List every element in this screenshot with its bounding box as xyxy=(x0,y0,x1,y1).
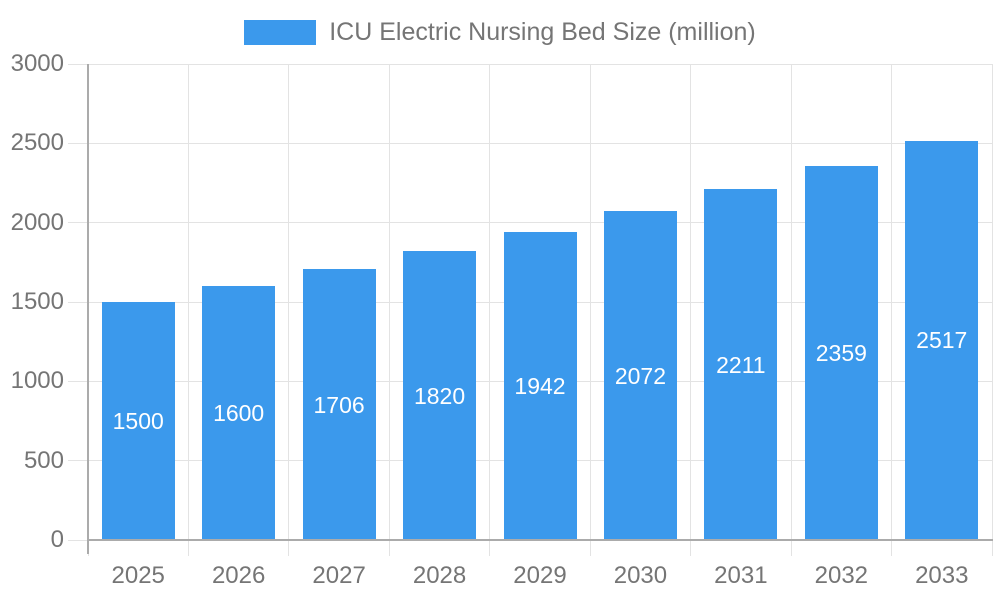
x-tick-label: 2026 xyxy=(211,562,266,589)
h-gridline xyxy=(88,63,992,65)
h-gridline xyxy=(88,222,992,224)
bar-value-label: 2517 xyxy=(916,327,968,354)
x-tick-label: 2032 xyxy=(814,562,869,589)
x-axis-line xyxy=(86,539,993,541)
y-axis-tick xyxy=(68,539,88,541)
bar-2029[interactable] xyxy=(503,231,577,540)
x-tick-label: 2030 xyxy=(613,562,668,589)
legend[interactable]: ICU Electric Nursing Bed Size (million) xyxy=(0,19,1000,46)
legend-swatch xyxy=(244,20,317,45)
bar-value-label: 2072 xyxy=(614,362,667,389)
x-tick-label: 2027 xyxy=(312,562,366,589)
bar-2030[interactable] xyxy=(603,211,677,540)
x-axis-tick xyxy=(690,540,692,556)
x-axis-tick xyxy=(388,540,390,556)
v-gridline xyxy=(991,64,993,540)
y-tick-label: 2500 xyxy=(10,129,64,157)
bar-2032[interactable] xyxy=(804,165,878,540)
h-gridline xyxy=(88,142,992,144)
bar-2027[interactable] xyxy=(302,269,376,540)
y-axis-tick xyxy=(68,380,88,382)
bar-value-label: 1706 xyxy=(313,391,365,418)
y-tick-label: 1500 xyxy=(10,288,64,315)
bar-2033[interactable] xyxy=(905,140,979,540)
bar-2025[interactable] xyxy=(101,302,175,540)
x-axis-tick xyxy=(891,540,893,556)
x-tick-label: 2029 xyxy=(513,562,567,589)
y-tick-label: 3000 xyxy=(10,50,64,77)
y-axis-tick xyxy=(68,63,88,65)
bar-2026[interactable] xyxy=(202,286,276,540)
x-axis-tick xyxy=(288,540,290,556)
bar-value-label: 1500 xyxy=(112,408,164,434)
x-axis-tick xyxy=(187,540,189,556)
x-axis-tick xyxy=(790,540,792,556)
y-axis-tick xyxy=(68,222,88,224)
x-axis-tick xyxy=(991,540,993,556)
x-tick-label: 2025 xyxy=(111,562,165,589)
x-tick-label: 2031 xyxy=(714,562,768,589)
bar-2031[interactable] xyxy=(704,189,778,540)
bar-value-label: 1820 xyxy=(413,382,466,409)
bar-value-label: 1600 xyxy=(213,400,265,427)
x-tick-label: 2028 xyxy=(412,562,467,589)
x-axis-tick xyxy=(589,540,591,556)
bar-value-label: 2359 xyxy=(815,339,867,366)
y-tick-label: 1000 xyxy=(10,367,64,395)
y-axis-tick xyxy=(68,142,88,144)
y-axis-line xyxy=(86,64,89,554)
legend-label: ICU Electric Nursing Bed Size (million) xyxy=(329,18,756,46)
bar-2028[interactable] xyxy=(403,251,477,540)
y-tick-label: 500 xyxy=(23,446,64,474)
y-tick-label: 0 xyxy=(50,526,64,553)
y-tick-label: 2000 xyxy=(10,208,64,236)
x-tick-label: 2033 xyxy=(915,562,969,589)
y-axis-tick xyxy=(68,301,88,303)
bar-value-label: 1942 xyxy=(514,372,566,399)
bar-value-label: 2211 xyxy=(716,351,766,378)
x-axis-tick xyxy=(489,540,491,556)
y-axis-tick xyxy=(68,460,88,462)
